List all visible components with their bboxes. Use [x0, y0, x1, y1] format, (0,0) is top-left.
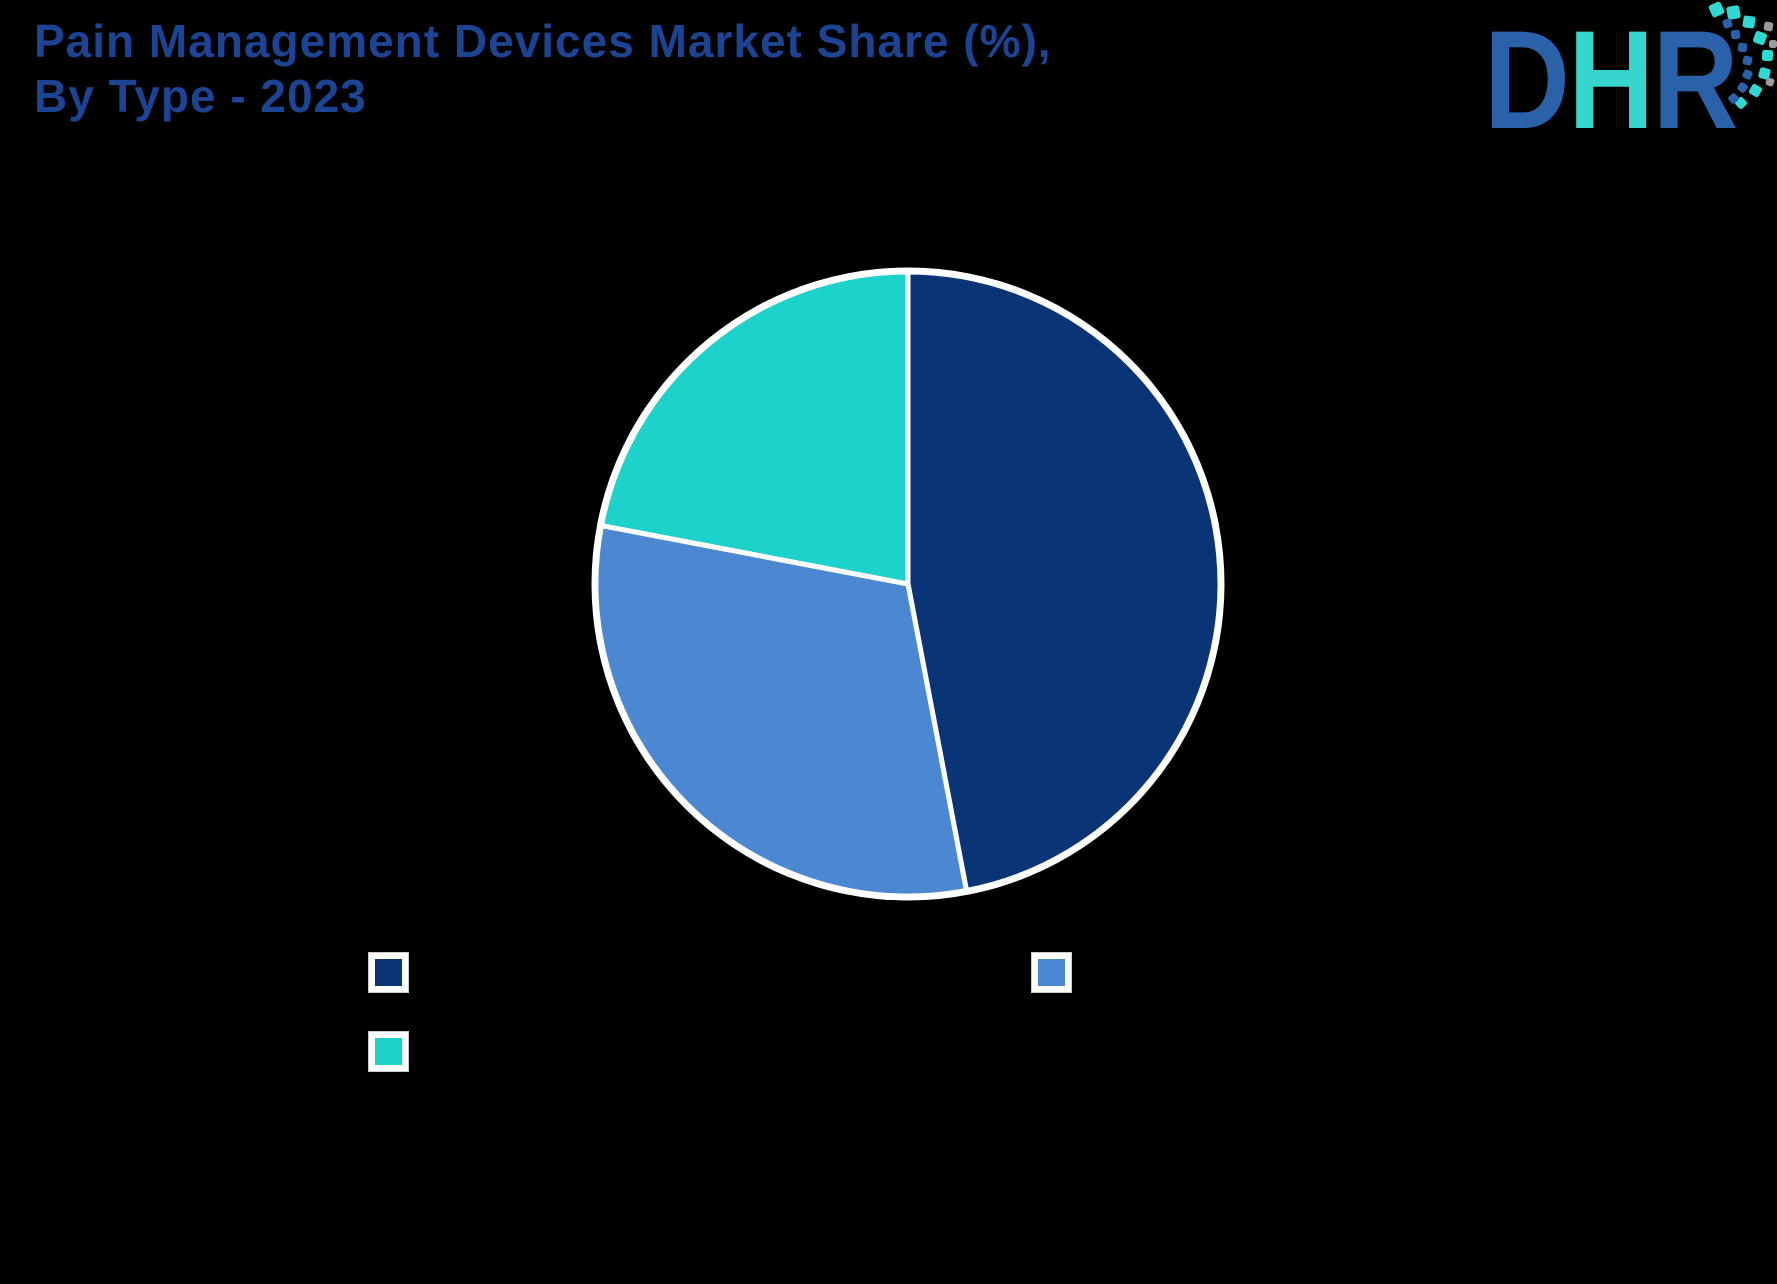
- logo-letter-d: D: [1484, 1, 1570, 158]
- logo-dot-icon: [1742, 15, 1756, 29]
- pie-chart: [591, 267, 1225, 901]
- pie-slice-1: [905, 269, 1223, 893]
- logo-dot-icon: [1752, 30, 1768, 46]
- legend-swatch-2: [1031, 952, 1072, 993]
- chart-title-line2: By Type - 2023: [34, 70, 367, 122]
- logo-dot-icon: [1741, 68, 1754, 81]
- legend-swatch-1-color: [375, 959, 402, 986]
- logo-dot-icon: [1736, 81, 1749, 94]
- dhr-logo: DHR: [1484, 10, 1738, 150]
- chart-title: Pain Management Devices Market Share (%)…: [34, 14, 1052, 124]
- logo-dot-icon: [1730, 29, 1741, 40]
- logo-dot-icon: [1764, 76, 1776, 88]
- logo-dot-icon: [1769, 40, 1777, 48]
- legend-swatch-1: [368, 952, 409, 993]
- pie-slice-3: [599, 269, 911, 587]
- logo-letter-h: H: [1568, 1, 1654, 158]
- logo-dot-icon: [1742, 55, 1753, 66]
- legend-swatch-3-color: [375, 1038, 402, 1065]
- legend-swatch-2-color: [1038, 959, 1065, 986]
- logo-dot-icon: [1763, 21, 1774, 32]
- logo-letter-r: R: [1652, 1, 1738, 158]
- pie-slice-2: [593, 523, 969, 899]
- logo-dot-icon: [1747, 82, 1764, 99]
- logo-dot-icon: [1761, 49, 1774, 62]
- legend-swatch-3: [368, 1031, 409, 1072]
- chart-title-line1: Pain Management Devices Market Share (%)…: [34, 15, 1052, 67]
- logo-dot-icon: [1737, 42, 1748, 53]
